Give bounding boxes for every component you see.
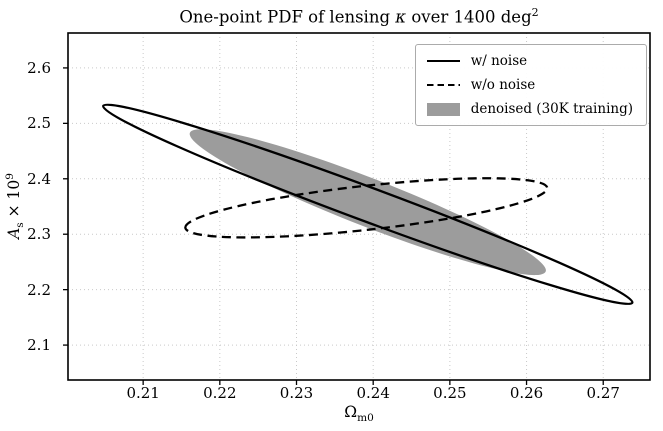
x-tick-label: 0.24 xyxy=(356,384,390,402)
x-tick-label: 0.22 xyxy=(203,384,237,402)
y-axis-tick-labels: 2.1 2.2 2.3 2.4 2.5 2.6 xyxy=(0,33,60,380)
legend-item-wo-noise: w/o noise xyxy=(426,77,633,93)
y-tick-label: 2.5 xyxy=(27,114,51,133)
title-superscript: 2 xyxy=(531,6,539,19)
legend-label: w/o noise xyxy=(470,77,536,93)
y-label-base: A xyxy=(5,227,24,239)
x-label-base: Ω xyxy=(344,403,358,421)
title-pre: One-point PDF of lensing xyxy=(179,7,396,27)
y-label-superscript: 9 xyxy=(3,173,16,180)
ellipse-dashed xyxy=(184,177,549,239)
y-tick-label: 2.1 xyxy=(27,336,51,355)
ellipse-filled xyxy=(189,129,546,276)
ellipse-solid xyxy=(102,103,634,306)
x-axis-tick-labels: 0.21 0.22 0.23 0.24 0.25 0.26 0.27 xyxy=(68,381,650,403)
y-tick-label: 2.4 xyxy=(27,169,51,188)
chart-title: One-point PDF of lensing κ over 1400 deg… xyxy=(68,6,650,27)
title-kappa: κ xyxy=(395,7,407,27)
y-tick-label: 2.2 xyxy=(27,280,51,299)
legend-item-w-noise: w/ noise xyxy=(426,53,633,69)
y-tick-label: 2.6 xyxy=(27,58,51,77)
x-label-subscript: m0 xyxy=(357,412,374,425)
y-tick-label: 2.3 xyxy=(27,225,51,244)
plot-area: w/ noise w/o noise denoised (30K trainin… xyxy=(63,32,651,385)
x-tick-label: 0.25 xyxy=(433,384,467,402)
y-axis-label: As × 109 xyxy=(4,173,26,239)
legend-item-denoised: denoised (30K training) xyxy=(426,101,633,117)
x-tick-label: 0.21 xyxy=(126,384,160,402)
legend: w/ noise w/o noise denoised (30K trainin… xyxy=(414,44,647,126)
filled-patch-swatch-icon xyxy=(426,102,460,116)
y-label-mid: × 10 xyxy=(5,179,24,223)
title-post: over 1400 deg xyxy=(406,7,532,27)
x-tick-label: 0.26 xyxy=(509,384,544,402)
x-tick-label: 0.23 xyxy=(279,384,314,402)
plot-border xyxy=(67,32,651,381)
x-tick-label: 0.27 xyxy=(586,384,620,402)
plot-canvas xyxy=(63,32,651,385)
legend-label: denoised (30K training) xyxy=(470,101,633,117)
dashed-line-swatch-icon xyxy=(426,83,460,87)
y-label-subscript: s xyxy=(14,222,27,228)
x-axis-label: Ωm0 xyxy=(68,403,650,424)
legend-label: w/ noise xyxy=(470,53,528,69)
solid-line-swatch-icon xyxy=(426,59,460,63)
